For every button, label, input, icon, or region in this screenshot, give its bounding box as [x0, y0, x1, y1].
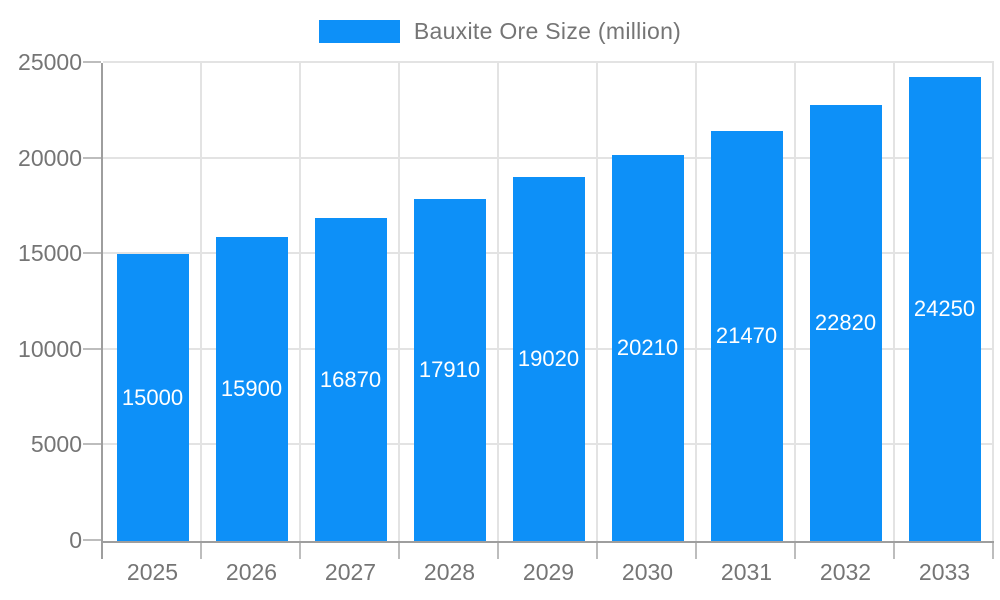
bar-value-label: 17910	[418, 356, 481, 382]
x-axis-tick	[497, 543, 499, 559]
y-axis-tick-label: 5000	[30, 431, 82, 458]
y-axis-tick-label: 15000	[18, 240, 82, 267]
x-axis-tick-label: 2031	[720, 559, 773, 585]
legend-swatch-icon	[318, 20, 400, 43]
x-axis-tick	[992, 543, 994, 559]
bar-2032: 22820	[809, 104, 882, 541]
bar-2033: 24250	[908, 77, 981, 541]
y-gridline	[103, 156, 994, 159]
bar-value-label: 16870	[319, 366, 382, 392]
y-axis-tick-label: 0	[69, 527, 82, 553]
x-gridline	[497, 63, 499, 541]
x-axis-tick-label: 2025	[126, 559, 179, 585]
bar-value-label: 22820	[814, 309, 877, 335]
x-axis-tick	[299, 543, 301, 559]
x-axis-tick-label: 2028	[423, 559, 476, 585]
x-gridline	[992, 63, 994, 541]
x-gridline	[596, 63, 598, 541]
x-axis-tick-label: 2030	[621, 559, 674, 585]
y-gridline	[103, 61, 994, 63]
bar-2026: 15900	[215, 237, 288, 541]
x-gridline	[695, 63, 697, 541]
x-axis-tick-label: 2032	[819, 559, 872, 585]
bar-value-label: 21470	[715, 322, 778, 348]
x-gridline	[794, 63, 796, 541]
bar-value-label: 19020	[517, 346, 580, 372]
bar-value-label: 15000	[121, 384, 184, 410]
bar-2027: 16870	[314, 218, 387, 541]
x-axis-tick	[200, 543, 202, 559]
y-axis-tick	[83, 156, 101, 159]
y-axis-tick-label: 10000	[18, 335, 82, 362]
x-gridline	[398, 63, 400, 541]
x-gridline	[299, 63, 301, 541]
y-axis-tick	[83, 61, 101, 63]
x-axis-origin-tick	[101, 543, 103, 559]
y-axis-tick	[83, 539, 101, 541]
bar-2025: 15000	[116, 254, 189, 541]
legend-label: Bauxite Ore Size (million)	[413, 18, 682, 44]
x-axis-tick-label: 2027	[324, 559, 377, 585]
bar-2031: 21470	[710, 130, 783, 541]
bar-value-label: 15900	[220, 376, 283, 401]
bar-value-label: 24250	[913, 296, 976, 322]
y-axis-tick	[83, 443, 101, 446]
y-axis-tick-label: 25000	[18, 49, 82, 75]
y-axis-tick	[83, 252, 101, 255]
chart-legend: Bauxite Ore Size (million)	[0, 18, 1000, 45]
x-axis-tick	[695, 543, 697, 559]
x-axis-tick-label: 2033	[918, 559, 971, 585]
bar-value-label: 20210	[616, 334, 679, 360]
y-axis-tick	[83, 347, 101, 350]
y-axis-tick-label: 20000	[18, 144, 82, 171]
plot-area: 15000 15900 16870 17910 19020 20210 21470 22820…	[83, 61, 994, 559]
x-axis-tick	[398, 543, 400, 559]
x-axis-tick	[596, 543, 598, 559]
bar-2030: 20210	[611, 154, 684, 541]
bar-2029: 19020	[512, 177, 585, 541]
x-axis-line	[101, 541, 994, 543]
x-axis-tick	[794, 543, 796, 559]
x-gridline	[893, 63, 895, 541]
bar-2028: 17910	[413, 198, 486, 541]
x-axis-tick-label: 2026	[225, 559, 278, 585]
y-axis-line	[101, 63, 103, 541]
x-axis-tick-label: 2029	[522, 559, 575, 585]
x-gridline	[200, 63, 202, 541]
x-axis-tick	[893, 543, 895, 559]
